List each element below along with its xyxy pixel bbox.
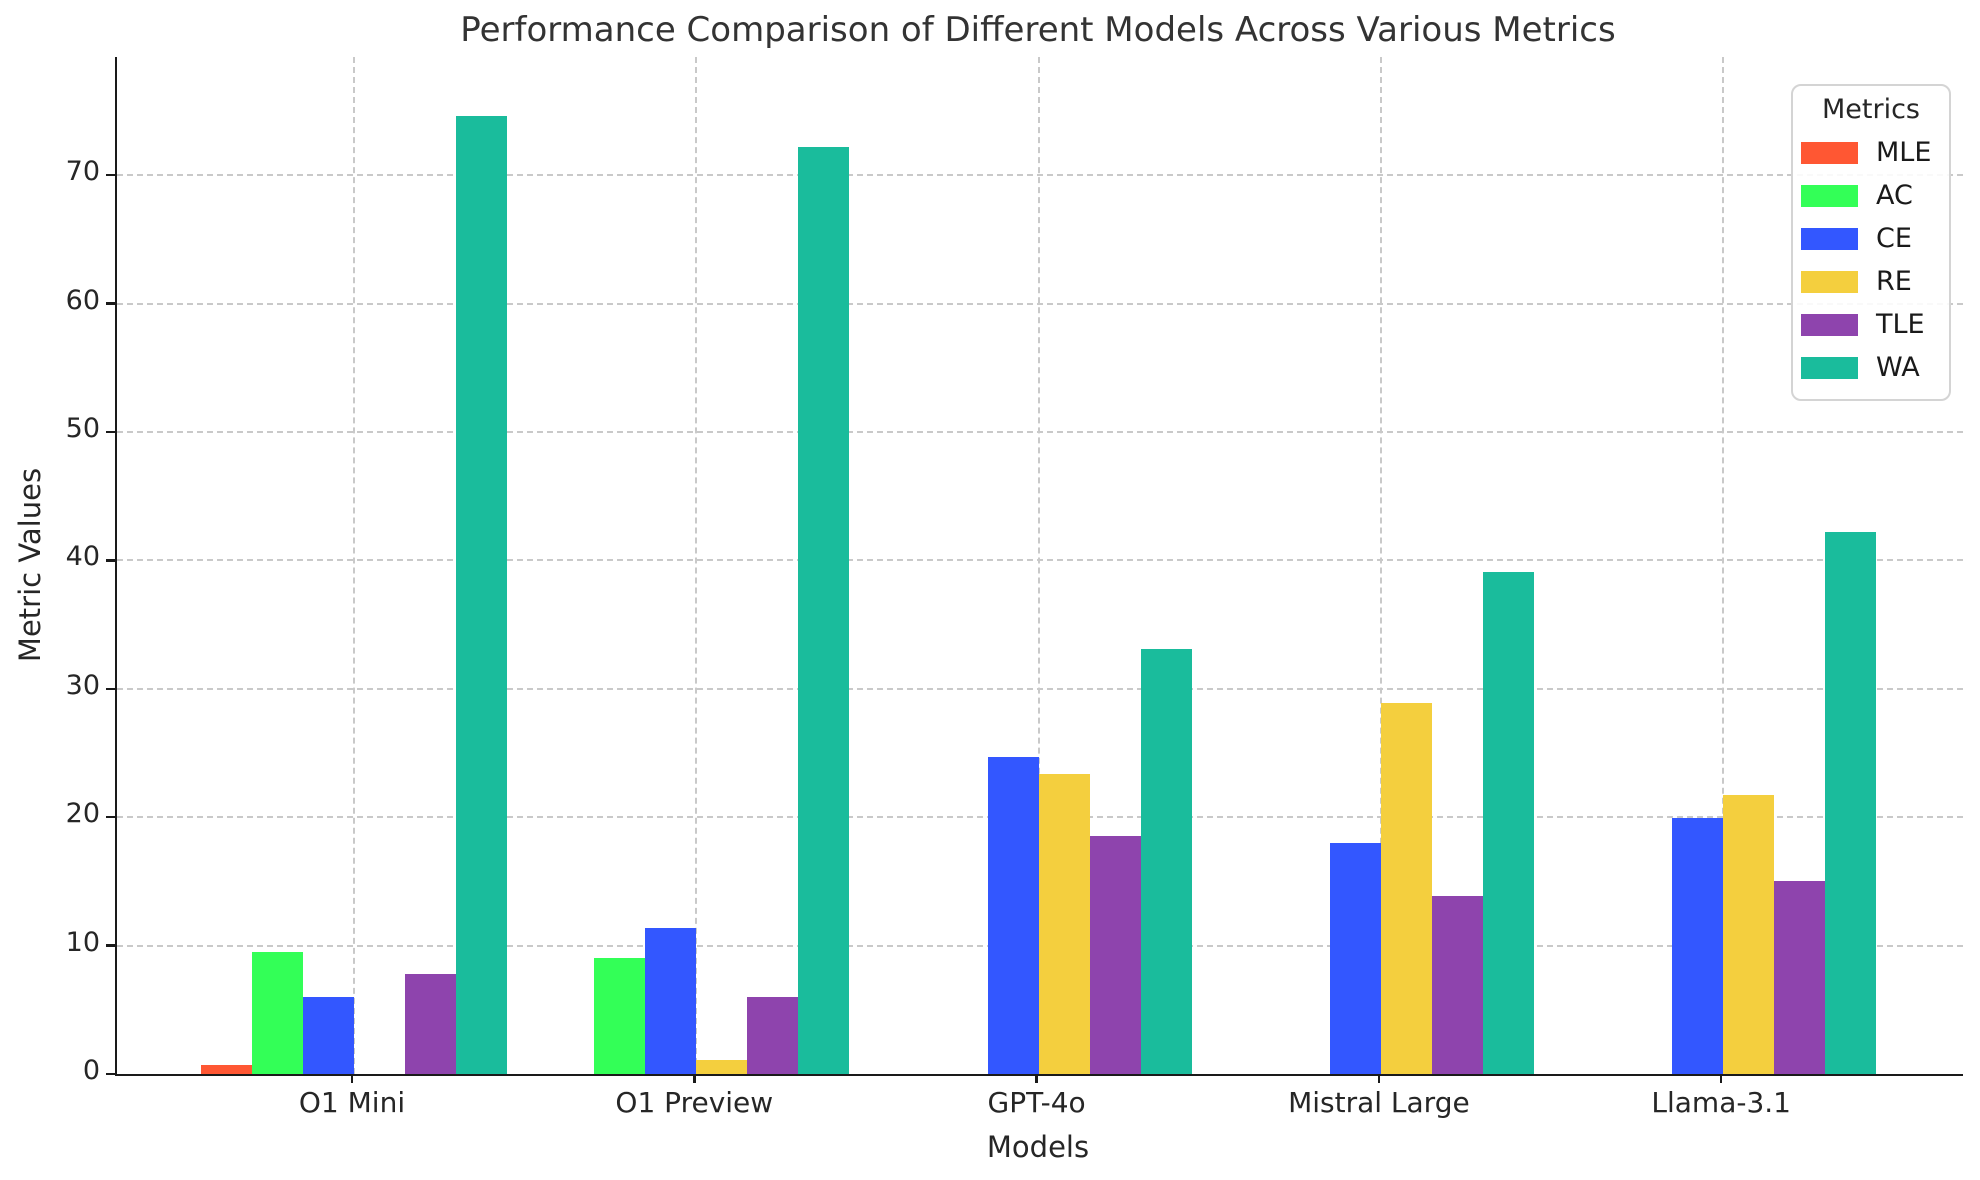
y-tick-label: 40 [65,541,100,573]
legend-swatch-ce [1801,227,1858,250]
y-tick-mark [106,173,115,177]
bar-group [1228,571,1534,1074]
legend-item-tle: TLE [1801,303,1941,346]
y-tick-label: 30 [65,669,100,701]
x-tick-mark [693,1074,696,1083]
bar-wa [1140,648,1192,1074]
legend-item-label: WA [1876,352,1920,383]
y-gridline [117,430,1963,433]
legend-item-ac: AC [1801,174,1941,217]
y-tick-label: 60 [65,284,100,316]
legend-swatch-ac [1801,184,1858,207]
bar-re [1723,795,1775,1074]
bar-wa [1825,532,1877,1074]
x-gridline [695,57,698,1074]
x-tick-label: O1 Mini [298,1086,406,1119]
y-gridline [117,687,1963,690]
y-gridline [117,174,1963,177]
x-gridline [1722,57,1725,1074]
bar-tle [1774,881,1826,1074]
x-axis-label: Models [986,1130,1090,1164]
chart-title: Performance Comparison of Different Mode… [460,10,1616,50]
bar-tle [1089,836,1141,1074]
legend-item-label: TLE [1876,309,1925,340]
bar-group [1570,532,1877,1074]
bar-group [543,146,850,1074]
bar-ce [645,927,697,1074]
y-tick-label: 10 [65,926,100,958]
legend-item-label: AC [1876,180,1913,211]
bar-group [886,648,1192,1074]
bar-tle [747,996,799,1074]
legend-title: Metrics [1821,94,1920,125]
bar-re [1038,773,1090,1074]
y-tick-mark [106,944,115,947]
x-tick-mark [1377,1074,1381,1083]
bar-ce [987,756,1039,1074]
y-tick-label: 0 [82,1055,100,1086]
legend-item-label: CE [1876,223,1912,254]
legend-swatch-wa [1801,356,1858,379]
bar-re [1380,702,1432,1074]
legend-item-mle: MLE [1801,131,1941,174]
y-tick-label: 20 [65,798,100,830]
bar-group [201,116,507,1074]
x-tick-mark [1719,1074,1723,1083]
x-tick-mark [1035,1074,1038,1083]
bar-wa [456,116,507,1074]
legend-item-re: RE [1801,260,1941,303]
y-tick-mark [106,1072,115,1076]
y-tick-mark [106,302,115,305]
y-gridline [117,559,1963,562]
bar-ac [594,958,646,1074]
y-tick-label: 50 [65,412,100,444]
plot-area [115,57,1963,1076]
legend-item-wa: WA [1801,346,1941,389]
bar-ce [1672,818,1724,1074]
legend-items: MLE AC CE RE TLE WA [1801,131,1941,389]
x-gridline [1037,57,1040,1074]
bar-wa [798,146,850,1074]
x-tick-mark [350,1074,354,1083]
x-gridline [353,57,355,1074]
x-tick-label: Llama-3.1 [1651,1086,1791,1119]
y-tick-mark [106,815,115,819]
x-gridline [1379,57,1382,1074]
bar-ce [1329,842,1381,1074]
legend-item-label: MLE [1876,137,1932,168]
bar-wa [1482,571,1534,1074]
legend-swatch-tle [1801,313,1858,336]
bar-ce [303,996,354,1074]
bar-tle [1431,895,1483,1074]
bar-ac [252,952,303,1074]
legend-item-label: RE [1876,266,1912,297]
y-gridline [117,302,1963,305]
y-tick-label: 70 [65,156,100,188]
bars-layer [117,57,1963,1074]
y-tick-mark [106,559,115,562]
legend: Metrics MLE AC CE RE TLE WA [1791,84,1951,401]
legend-swatch-re [1801,270,1858,293]
x-tick-label: Mistral Large [1288,1086,1470,1119]
legend-item-ce: CE [1801,217,1941,260]
legend-swatch-mle [1801,141,1858,164]
x-tick-label: O1 Preview [615,1086,774,1119]
bar-re [696,1059,748,1074]
x-tick-label: GPT-4o [987,1086,1086,1119]
y-tick-mark [106,430,115,434]
y-tick-mark [106,687,115,691]
bar-tle [405,973,456,1074]
bar-mle [201,1065,252,1074]
